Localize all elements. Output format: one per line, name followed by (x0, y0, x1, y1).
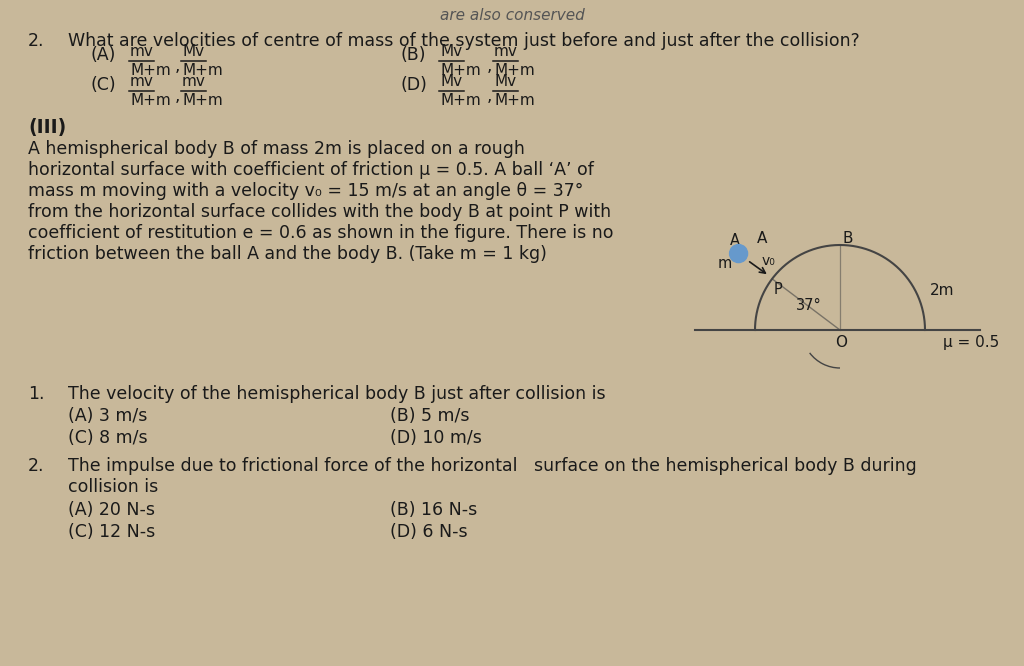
Text: (B) 5 m/s: (B) 5 m/s (390, 407, 469, 425)
Text: Mv: Mv (494, 74, 516, 89)
Text: 2m: 2m (930, 283, 954, 298)
Text: What are velocities of centre of mass of the system just before and just after t: What are velocities of centre of mass of… (68, 32, 860, 50)
Text: (D) 6 N-s: (D) 6 N-s (390, 523, 468, 541)
Text: ,: , (487, 87, 493, 105)
Text: mv: mv (130, 44, 154, 59)
Text: The velocity of the hemispherical body B just after collision is: The velocity of the hemispherical body B… (68, 385, 605, 403)
Text: (A) 3 m/s: (A) 3 m/s (68, 407, 147, 425)
Text: B: B (843, 231, 853, 246)
Text: M+m: M+m (130, 63, 171, 78)
Text: Mv: Mv (440, 74, 462, 89)
Text: The impulse due to frictional force of the horizontal   surface on the hemispher: The impulse due to frictional force of t… (68, 457, 916, 475)
Text: coefficient of restitution e = 0.6 as shown in the figure. There is no: coefficient of restitution e = 0.6 as sh… (28, 224, 613, 242)
Text: P: P (774, 282, 783, 297)
Text: mv: mv (182, 74, 206, 89)
Text: ,: , (175, 57, 180, 75)
Text: (C): (C) (90, 76, 116, 94)
Text: mass m moving with a velocity v₀ = 15 m/s at an angle θ = 37°: mass m moving with a velocity v₀ = 15 m/… (28, 182, 584, 200)
Text: M+m: M+m (440, 63, 480, 78)
Text: (III): (III) (28, 118, 67, 137)
Circle shape (729, 244, 748, 262)
Text: friction between the ball A and the body B. (Take m = 1 kg): friction between the ball A and the body… (28, 245, 547, 263)
Text: M+m: M+m (182, 63, 223, 78)
Text: Mv: Mv (182, 44, 204, 59)
Text: (B) 16 N-s: (B) 16 N-s (390, 501, 477, 519)
Text: 2.: 2. (28, 457, 44, 475)
Text: M+m: M+m (494, 63, 535, 78)
Text: (C) 8 m/s: (C) 8 m/s (68, 429, 147, 447)
Text: (A) 20 N-s: (A) 20 N-s (68, 501, 155, 519)
Text: ,: , (175, 87, 180, 105)
Text: ,: , (487, 57, 493, 75)
Text: Mv: Mv (440, 44, 462, 59)
Text: A: A (757, 231, 767, 246)
Text: (D) 10 m/s: (D) 10 m/s (390, 429, 482, 447)
Text: 37°: 37° (796, 298, 821, 313)
Text: m: m (718, 256, 732, 270)
Text: O: O (835, 335, 847, 350)
Text: M+m: M+m (494, 93, 535, 108)
Text: mv: mv (130, 74, 154, 89)
Text: horizontal surface with coefficient of friction μ = 0.5. A ball ‘A’ of: horizontal surface with coefficient of f… (28, 161, 594, 179)
Text: are also conserved: are also conserved (439, 8, 585, 23)
Text: from the horizontal surface collides with the body B at point P with: from the horizontal surface collides wit… (28, 203, 611, 221)
Text: A hemispherical body B of mass 2m is placed on a rough: A hemispherical body B of mass 2m is pla… (28, 140, 525, 158)
Text: μ = 0.5: μ = 0.5 (943, 335, 999, 350)
Text: (C) 12 N-s: (C) 12 N-s (68, 523, 156, 541)
Text: M+m: M+m (440, 93, 480, 108)
Text: 2.: 2. (28, 32, 44, 50)
Text: (B): (B) (400, 46, 426, 64)
Text: (A): (A) (90, 46, 116, 64)
Text: mv: mv (494, 44, 518, 59)
Text: (D): (D) (400, 76, 427, 94)
Text: M+m: M+m (182, 93, 223, 108)
Text: M+m: M+m (130, 93, 171, 108)
Text: 1.: 1. (28, 385, 44, 403)
Text: v₀: v₀ (762, 254, 775, 268)
Text: collision is: collision is (68, 478, 159, 496)
Text: A: A (729, 232, 739, 248)
